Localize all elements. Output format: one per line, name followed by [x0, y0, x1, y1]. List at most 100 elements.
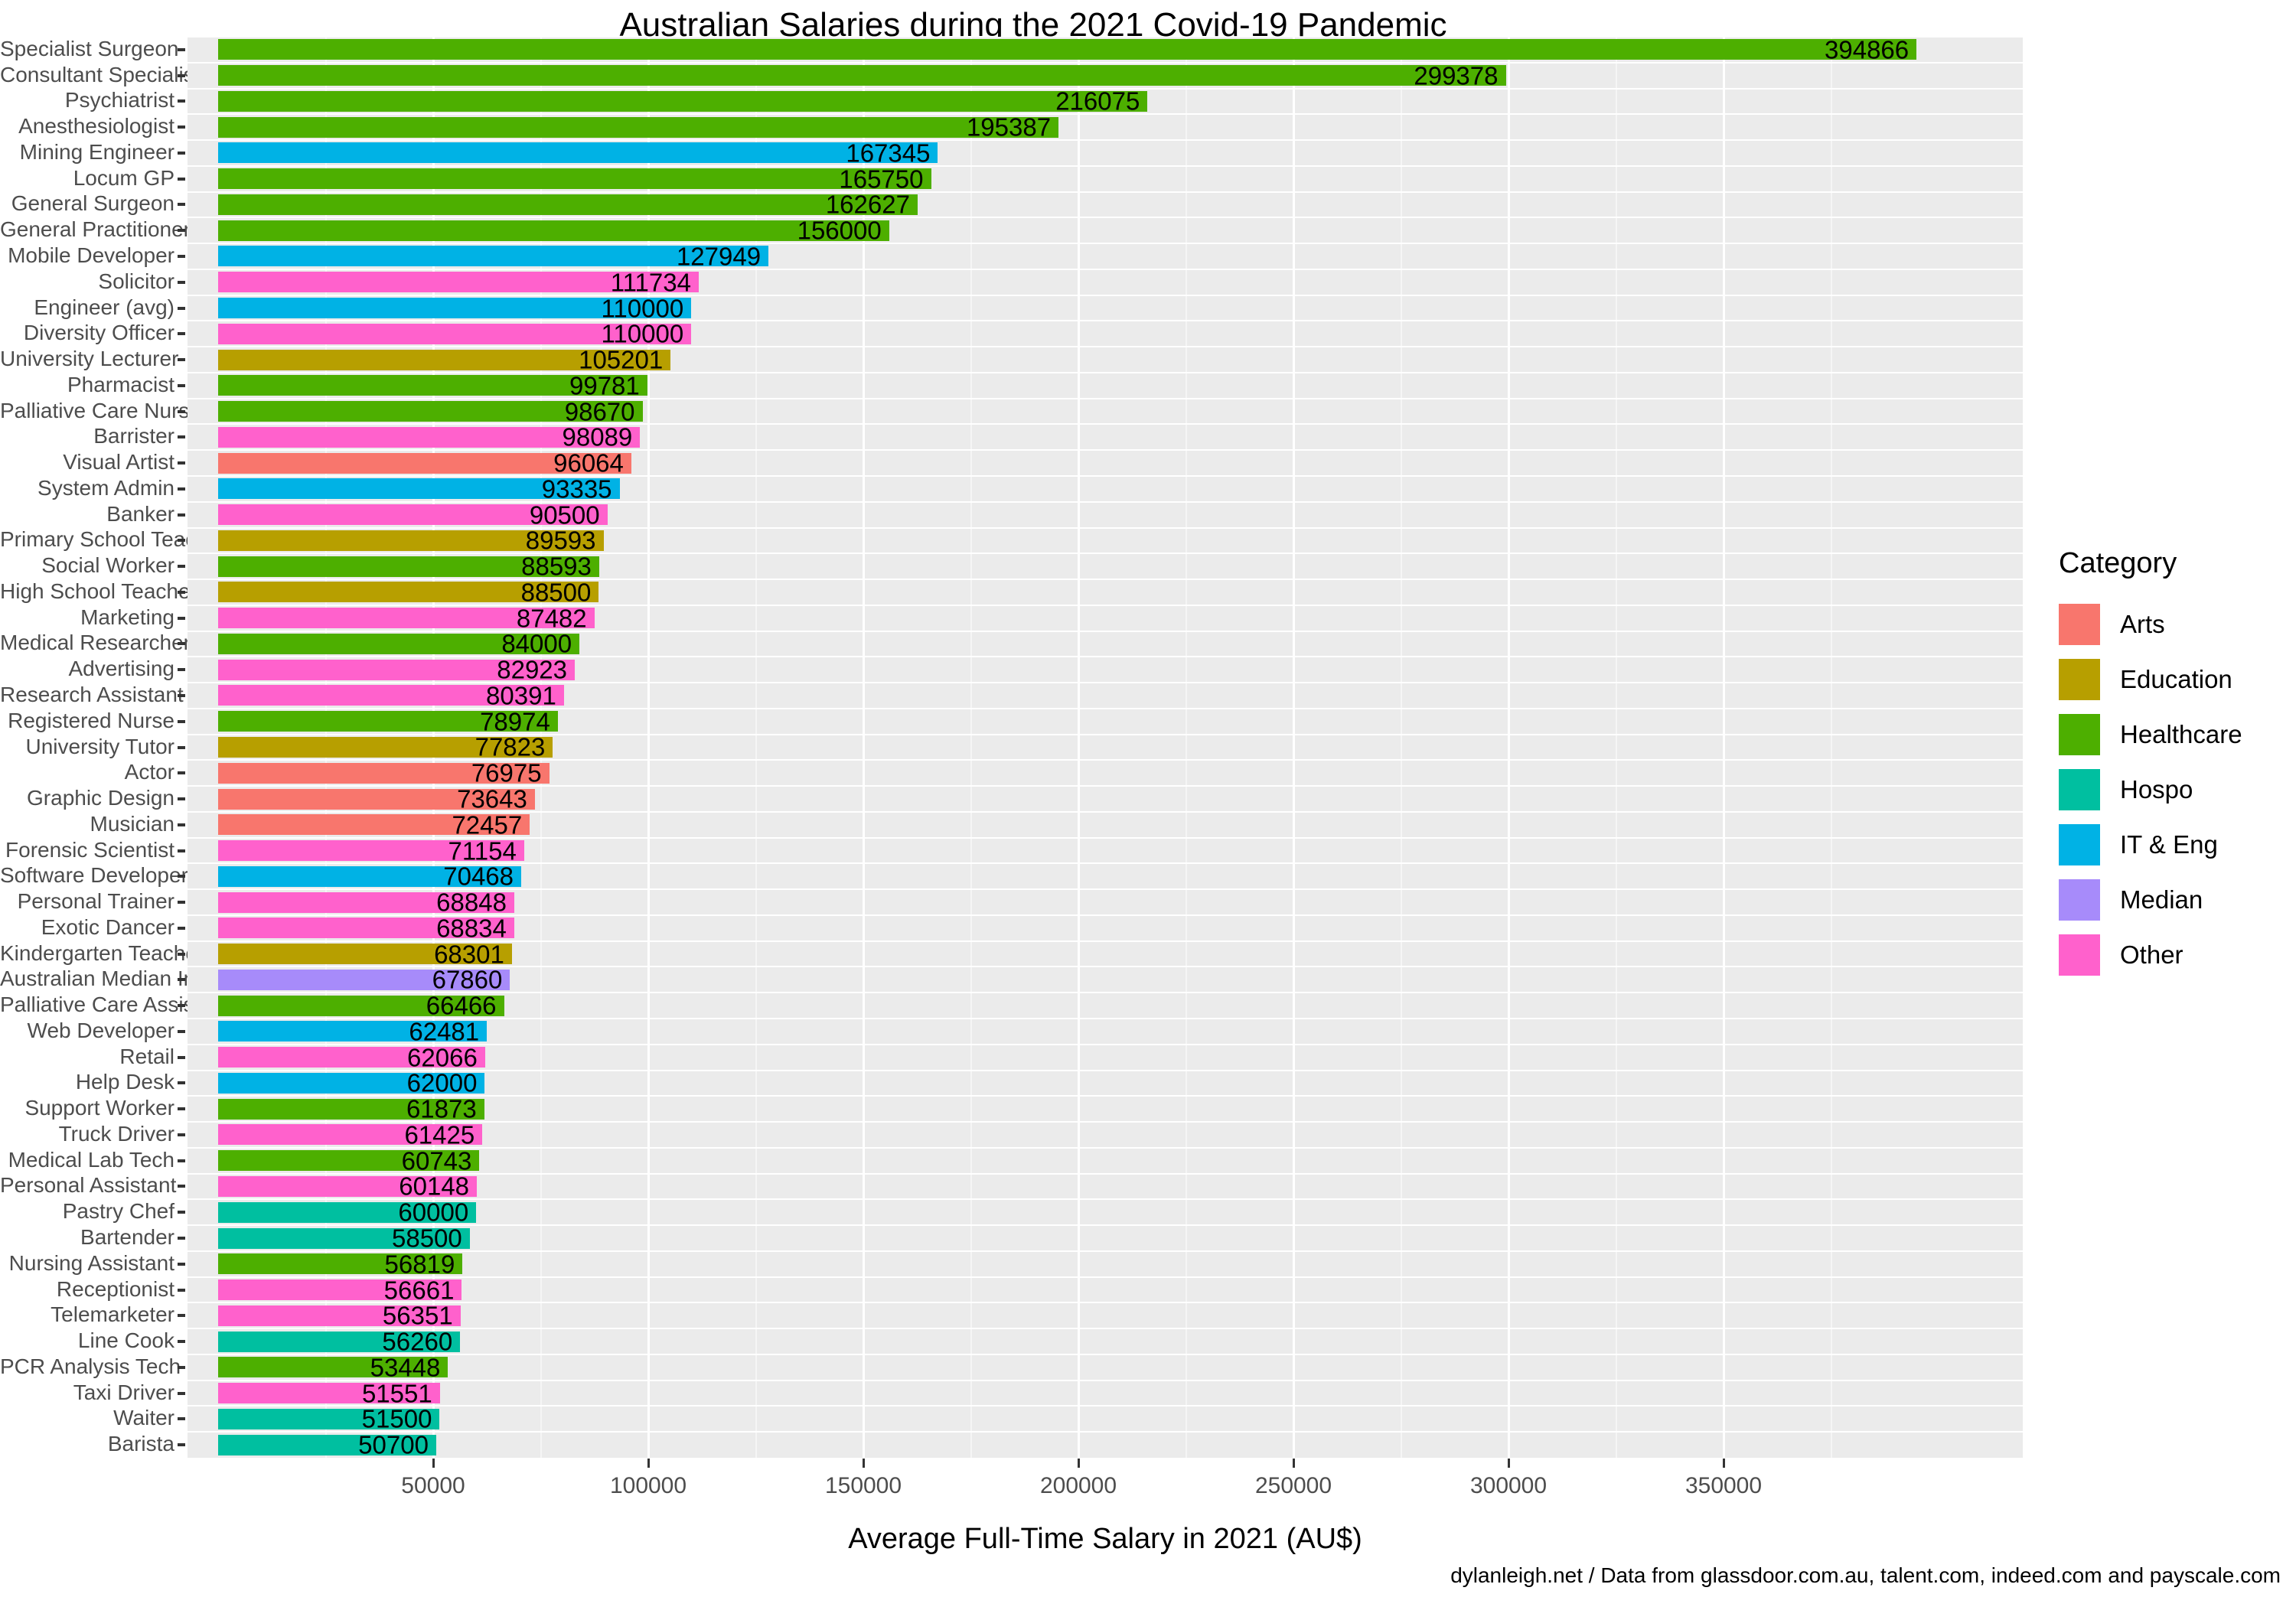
bar[interactable] — [218, 736, 553, 758]
bar[interactable] — [218, 633, 580, 654]
bar-value-label: 394866 — [1825, 37, 1910, 64]
bar[interactable] — [218, 608, 595, 629]
bar[interactable] — [218, 762, 550, 784]
bar[interactable] — [218, 659, 576, 680]
bar-value-label: 53448 — [370, 1353, 441, 1382]
bar[interactable] — [218, 969, 510, 990]
gridline-row — [188, 553, 2023, 555]
y-axis-tick — [178, 823, 185, 826]
bar[interactable] — [218, 685, 564, 706]
bar[interactable] — [218, 814, 530, 836]
bar[interactable] — [218, 39, 1917, 60]
y-axis-tick — [178, 1262, 185, 1266]
bar[interactable] — [218, 995, 504, 1016]
bar[interactable] — [218, 90, 1148, 112]
bar[interactable] — [218, 452, 631, 474]
bar[interactable] — [218, 1098, 484, 1120]
y-axis-tick — [178, 177, 185, 181]
bar[interactable] — [218, 220, 889, 241]
bar[interactable] — [218, 788, 535, 810]
y-axis-tick — [178, 926, 185, 930]
bar[interactable] — [218, 168, 931, 190]
y-axis-tick — [178, 280, 185, 284]
legend-item[interactable]: Median — [2059, 872, 2242, 927]
bar-row: 127949 — [188, 243, 2023, 269]
bar[interactable] — [218, 1072, 485, 1094]
bar[interactable] — [218, 349, 671, 370]
bar[interactable] — [218, 272, 699, 293]
bar[interactable] — [218, 1124, 483, 1146]
bar[interactable] — [218, 1175, 478, 1197]
bar[interactable] — [218, 65, 1506, 86]
bar[interactable] — [218, 375, 647, 396]
bar[interactable] — [218, 116, 1059, 138]
bar[interactable] — [218, 530, 604, 551]
bar-row: 56260 — [188, 1329, 2023, 1354]
bar[interactable] — [218, 1357, 448, 1378]
bar[interactable] — [218, 1383, 440, 1404]
bar[interactable] — [218, 1253, 463, 1275]
legend-swatch — [2059, 934, 2100, 976]
y-axis-label: Telemarketer — [51, 1302, 174, 1327]
bar-value-label: 56661 — [383, 1276, 455, 1305]
bar[interactable] — [218, 711, 558, 732]
gridline-row — [188, 914, 2023, 916]
bar-row: 60148 — [188, 1174, 2023, 1199]
bar[interactable] — [218, 582, 599, 603]
x-axis-tick — [863, 1459, 865, 1468]
y-axis-tick — [178, 616, 185, 620]
bar[interactable] — [218, 918, 514, 939]
y-axis-label: Pharmacist — [67, 372, 174, 396]
bar-value-label: 56351 — [382, 1301, 453, 1330]
bar[interactable] — [218, 556, 599, 577]
x-axis-tick-label: 50000 — [401, 1473, 465, 1498]
bar[interactable] — [218, 1305, 461, 1326]
gridline-major — [1293, 37, 1295, 1458]
bar[interactable] — [218, 1047, 485, 1068]
bar[interactable] — [218, 1201, 477, 1223]
bar[interactable] — [218, 840, 524, 862]
y-axis-label: Palliative Care Nurse — [0, 398, 201, 422]
bar[interactable] — [218, 1279, 462, 1301]
bar[interactable] — [218, 1434, 436, 1455]
bar[interactable] — [218, 892, 514, 913]
bar-value-label: 80391 — [486, 681, 556, 710]
x-axis-tick — [1508, 1459, 1510, 1468]
bar[interactable] — [218, 1331, 461, 1352]
legend-item[interactable]: Education — [2059, 652, 2242, 707]
bar[interactable] — [218, 194, 918, 215]
y-axis-tick — [178, 1288, 185, 1292]
bar-row: 62481 — [188, 1019, 2023, 1044]
legend-item[interactable]: IT & Eng — [2059, 817, 2242, 872]
bar[interactable] — [218, 944, 512, 965]
bar[interactable] — [218, 504, 608, 526]
bar[interactable] — [218, 1021, 488, 1042]
bar[interactable] — [218, 1150, 480, 1172]
bar[interactable] — [218, 1227, 470, 1249]
y-axis-label: System Admin — [38, 475, 174, 500]
y-axis-label: Visual Artist — [63, 450, 174, 474]
bar[interactable] — [218, 298, 692, 318]
bar-row: 162627 — [188, 192, 2023, 217]
bar[interactable] — [218, 865, 522, 887]
legend-item[interactable]: Other — [2059, 927, 2242, 983]
gridline-row — [188, 888, 2023, 891]
legend-item[interactable]: Healthcare — [2059, 707, 2242, 762]
y-axis-label: Diversity Officer — [23, 321, 174, 345]
bar-row: 62066 — [188, 1045, 2023, 1070]
legend-item[interactable]: Hospo — [2059, 762, 2242, 817]
bar[interactable] — [218, 246, 769, 267]
legend-item[interactable]: Arts — [2059, 597, 2242, 652]
bar-value-label: 165750 — [839, 165, 924, 194]
bar[interactable] — [218, 323, 692, 344]
bar-row: 71154 — [188, 838, 2023, 863]
bar-row: 56661 — [188, 1276, 2023, 1305]
bar[interactable] — [218, 401, 643, 422]
y-axis-tick — [178, 1081, 185, 1085]
bar[interactable] — [218, 478, 620, 500]
bar-row: 99781 — [188, 373, 2023, 398]
bar[interactable] — [218, 426, 641, 448]
bar[interactable] — [218, 142, 938, 164]
y-axis-label: Palliative Care Assistant — [0, 993, 230, 1017]
bar[interactable] — [218, 1408, 440, 1429]
